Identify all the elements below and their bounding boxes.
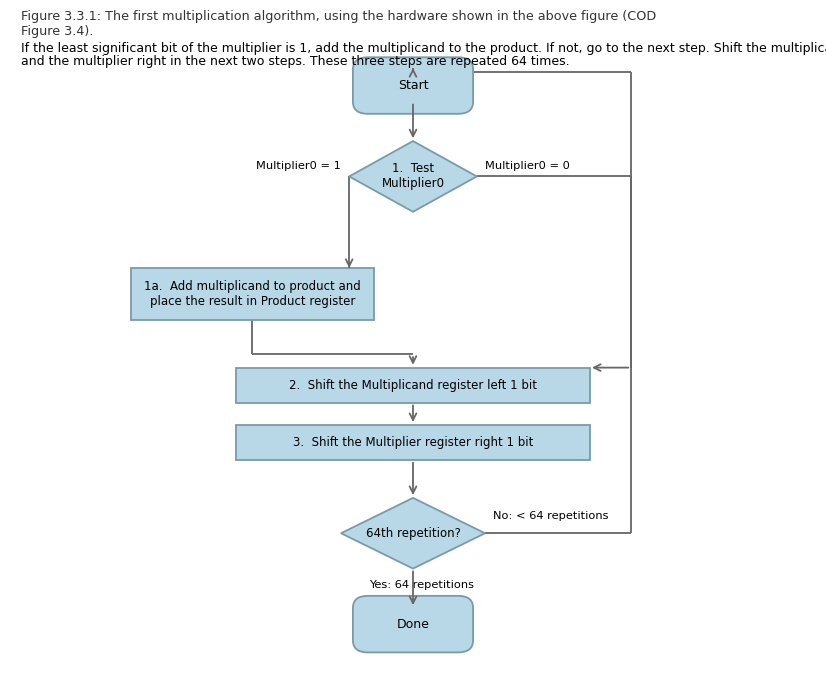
FancyBboxPatch shape xyxy=(236,425,590,460)
Text: Multiplier0 = 1: Multiplier0 = 1 xyxy=(256,162,341,171)
Text: If the least significant bit of the multiplier is 1, add the multiplicand to the: If the least significant bit of the mult… xyxy=(21,42,826,55)
Text: Yes: 64 repetitions: Yes: 64 repetitions xyxy=(368,581,474,590)
Text: 3.  Shift the Multiplier register right 1 bit: 3. Shift the Multiplier register right 1… xyxy=(292,436,534,449)
Text: 64th repetition?: 64th repetition? xyxy=(366,527,460,539)
Text: Done: Done xyxy=(396,618,430,631)
FancyBboxPatch shape xyxy=(236,368,590,403)
FancyBboxPatch shape xyxy=(131,268,374,320)
Text: and the multiplier right in the next two steps. These three steps are repeated 6: and the multiplier right in the next two… xyxy=(21,55,569,68)
Text: Figure 3.4).: Figure 3.4). xyxy=(21,25,93,38)
Polygon shape xyxy=(349,141,477,212)
Text: Start: Start xyxy=(397,79,429,92)
FancyBboxPatch shape xyxy=(353,57,473,114)
Polygon shape xyxy=(341,498,485,569)
Text: 1.  Test
Multiplier0: 1. Test Multiplier0 xyxy=(382,162,444,191)
Text: Multiplier0 = 0: Multiplier0 = 0 xyxy=(485,162,570,171)
FancyBboxPatch shape xyxy=(353,596,473,652)
Text: 1a.  Add multiplicand to product and
place the result in Product register: 1a. Add multiplicand to product and plac… xyxy=(144,281,361,308)
Text: Figure 3.3.1: The first multiplication algorithm, using the hardware shown in th: Figure 3.3.1: The first multiplication a… xyxy=(21,10,656,23)
Text: 2.  Shift the Multiplicand register left 1 bit: 2. Shift the Multiplicand register left … xyxy=(289,379,537,391)
Text: No: < 64 repetitions: No: < 64 repetitions xyxy=(493,512,609,521)
